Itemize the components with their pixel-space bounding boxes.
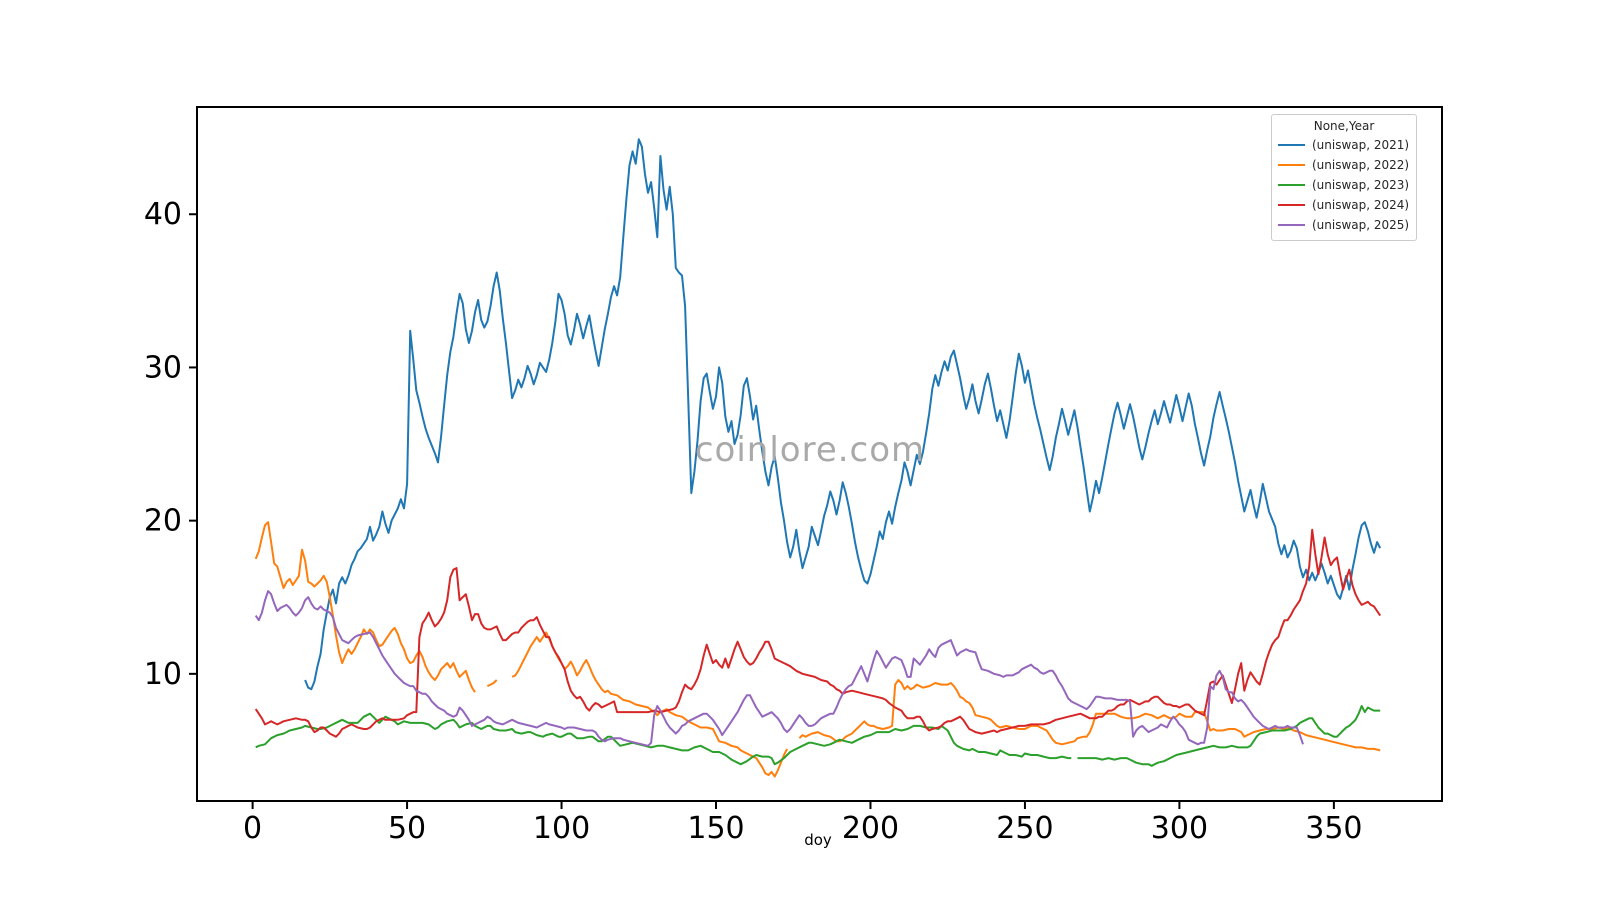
legend-entries: (uniswap, 2021) (uniswap, 2022) (uniswap, … <box>1278 135 1410 235</box>
series-line-uniswap2022 <box>511 631 788 778</box>
legend-entry-label: (uniswap, 2023) <box>1312 178 1410 192</box>
y-tick-label: 20 <box>144 504 182 539</box>
y-tick-label: 40 <box>144 197 182 232</box>
legend-line-swatch <box>1278 224 1305 226</box>
series-line-uniswap2022 <box>798 679 1381 752</box>
legend-entry: (uniswap, 2023) <box>1278 175 1410 195</box>
x-tick-label: 200 <box>842 811 899 846</box>
x-tick-label: 150 <box>687 811 744 846</box>
x-tick-label: 350 <box>1305 811 1362 846</box>
legend-line-swatch <box>1278 144 1305 146</box>
x-tick-label: 50 <box>388 811 426 846</box>
series-line-uniswap2021 <box>304 138 1382 691</box>
legend-entry-label: (uniswap, 2024) <box>1312 198 1410 212</box>
series-line-uniswap2022 <box>486 679 498 688</box>
legend-entry: (uniswap, 2024) <box>1278 195 1410 215</box>
legend: None,Year (uniswap, 2021) (uniswap, 2022)… <box>1271 114 1417 241</box>
series-line-uniswap2023 <box>1077 705 1381 767</box>
legend-entry: (uniswap, 2025) <box>1278 215 1410 235</box>
series-line-uniswap2022 <box>254 521 476 693</box>
legend-entry-label: (uniswap, 2025) <box>1312 218 1410 232</box>
series-line-uniswap2025 <box>254 590 1304 747</box>
series-line-uniswap2024 <box>254 528 1382 738</box>
legend-line-swatch <box>1278 184 1305 186</box>
plot-border <box>196 106 1443 802</box>
legend-entry-label: (uniswap, 2021) <box>1312 138 1410 152</box>
x-axis-label: doy <box>804 831 832 849</box>
legend-entry: (uniswap, 2021) <box>1278 135 1410 155</box>
legend-entry: (uniswap, 2022) <box>1278 155 1410 175</box>
y-tick-label: 30 <box>144 350 182 385</box>
legend-line-swatch <box>1278 204 1305 206</box>
x-tick-label: 0 <box>243 811 262 846</box>
legend-line-swatch <box>1278 164 1305 166</box>
y-tick-label: 10 <box>144 657 182 692</box>
x-tick-label: 100 <box>533 811 590 846</box>
legend-title: None,Year <box>1313 119 1375 133</box>
legend-entry-label: (uniswap, 2022) <box>1312 158 1410 172</box>
x-tick-label: 300 <box>1151 811 1208 846</box>
x-tick-label: 250 <box>996 811 1053 846</box>
